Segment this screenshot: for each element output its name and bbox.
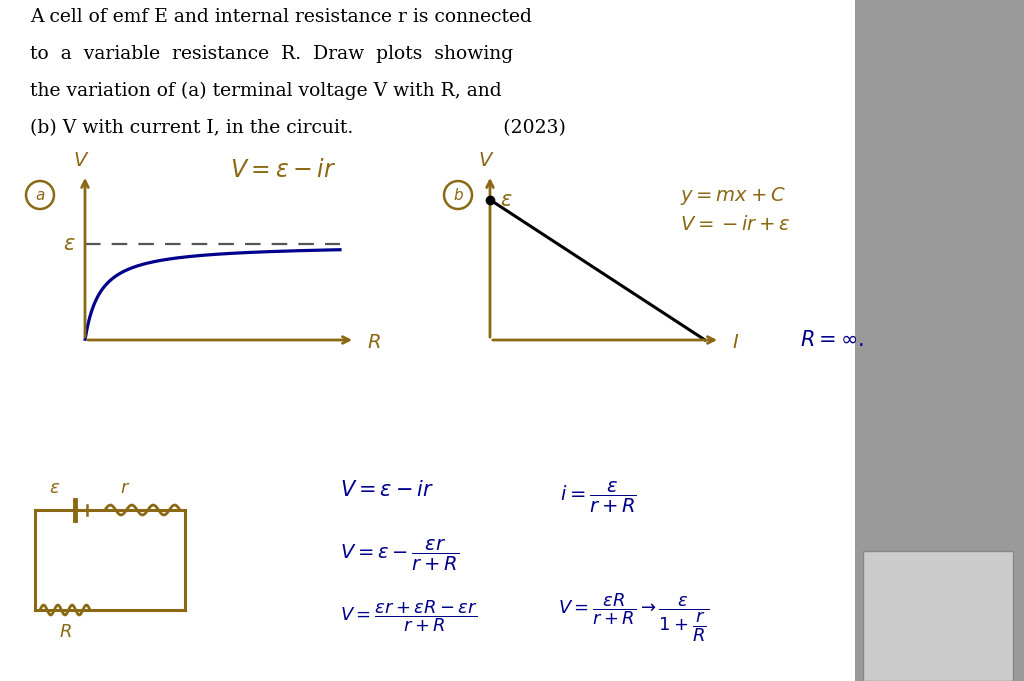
Bar bbox=[855, 0, 1024, 681]
Text: $V= \varepsilon - \dfrac{\varepsilon r}{r+R}$: $V= \varepsilon - \dfrac{\varepsilon r}{… bbox=[340, 538, 459, 573]
Text: $\varepsilon$: $\varepsilon$ bbox=[49, 479, 60, 497]
Text: $V= \varepsilon -ir$: $V= \varepsilon -ir$ bbox=[230, 158, 337, 182]
Text: V: V bbox=[74, 151, 87, 170]
Text: $R$: $R$ bbox=[58, 623, 72, 641]
Text: to  a  variable  resistance  R.  Draw  plots  showing: to a variable resistance R. Draw plots s… bbox=[30, 45, 513, 63]
Text: $r$: $r$ bbox=[120, 479, 130, 497]
Text: A cell of emf E and internal resistance r is connected: A cell of emf E and internal resistance … bbox=[30, 8, 531, 26]
Text: $R=\infty.$: $R=\infty.$ bbox=[800, 330, 864, 350]
Text: I: I bbox=[732, 334, 737, 353]
Bar bbox=[863, 551, 1013, 681]
Text: $y= mx + C$: $y= mx + C$ bbox=[680, 185, 786, 207]
Text: $\varepsilon$: $\varepsilon$ bbox=[500, 190, 513, 210]
Text: $V= \varepsilon - ir$: $V= \varepsilon - ir$ bbox=[340, 480, 434, 500]
Text: $V= \dfrac{\varepsilon R}{r+R} \rightarrow \dfrac{\varepsilon}{1+\dfrac{r}{R}}$: $V= \dfrac{\varepsilon R}{r+R} \rightarr… bbox=[558, 592, 709, 644]
Text: R: R bbox=[367, 334, 381, 353]
Text: $V= \dfrac{\varepsilon r+\varepsilon R-\varepsilon r}{r+R}$: $V= \dfrac{\varepsilon r+\varepsilon R-\… bbox=[340, 598, 478, 633]
Text: $i= \dfrac{\varepsilon}{r+R}$: $i= \dfrac{\varepsilon}{r+R}$ bbox=[560, 480, 637, 515]
Text: (b) V with current I, in the circuit.                         (2023): (b) V with current I, in the circuit. (2… bbox=[30, 119, 566, 137]
Text: a: a bbox=[35, 187, 45, 202]
Text: $V= -ir + \varepsilon$: $V= -ir + \varepsilon$ bbox=[680, 215, 791, 234]
Text: b: b bbox=[454, 187, 463, 202]
Text: the variation of (a) terminal voltage V with R, and: the variation of (a) terminal voltage V … bbox=[30, 82, 502, 100]
Text: $\varepsilon$: $\varepsilon$ bbox=[62, 234, 76, 254]
Text: V: V bbox=[478, 151, 492, 170]
